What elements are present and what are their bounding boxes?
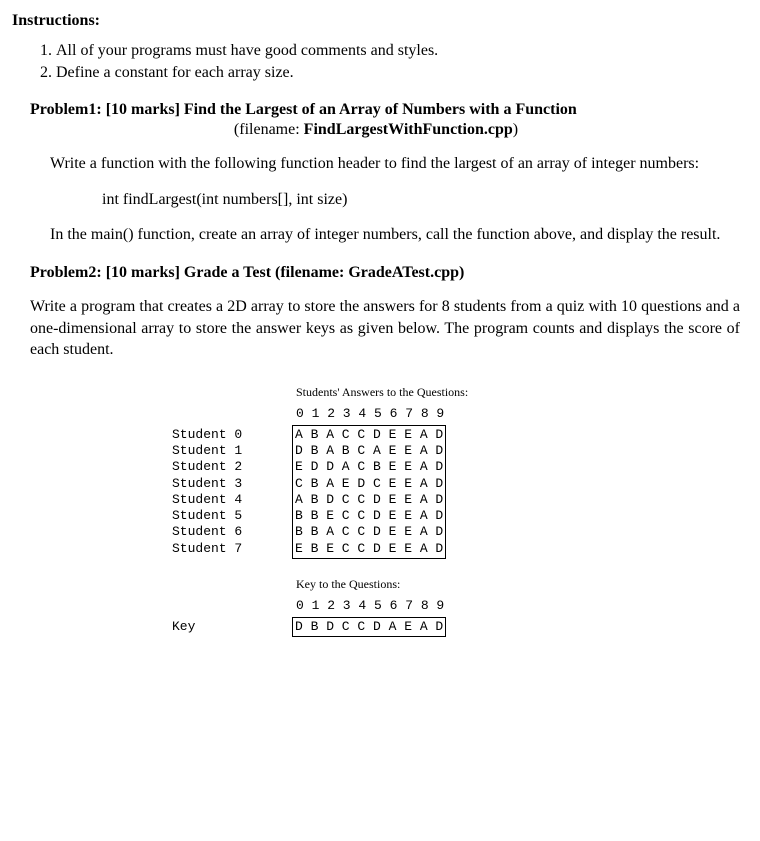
student-label: Student 6	[172, 524, 292, 540]
problem1-subtitle-open: (filename:	[234, 121, 304, 138]
student-answers: C B A E D C E E A D	[295, 476, 443, 492]
problem1-title: Problem1: [10 marks] Find the Largest of…	[30, 101, 740, 119]
instruction-item: Define a constant for each array size.	[56, 62, 740, 84]
problem1-subtitle: (filename: FindLargestWithFunction.cpp)	[12, 121, 740, 139]
problem1-para1: Write a function with the following func…	[50, 153, 740, 175]
key-section: Key to the Questions: 0 1 2 3 4 5 6 7 8 …	[172, 577, 740, 637]
problem1-block: Problem1: [10 marks] Find the Largest of…	[12, 101, 740, 246]
student-label: Student 0	[172, 427, 292, 443]
problem2-title-close: )	[459, 264, 464, 281]
instruction-item: All of your programs must have good comm…	[56, 40, 740, 62]
problem2-para: Write a program that creates a 2D array …	[30, 296, 740, 361]
student-answers: B B A C C D E E A D	[295, 524, 443, 540]
key-row: Key D B D C C D A E A D	[172, 617, 740, 637]
student-label: Student 4	[172, 492, 292, 508]
answers-box: A B A C C D E E A D D B A B C A E E A D …	[292, 425, 446, 559]
key-box: D B D C C D A E A D	[292, 617, 446, 637]
key-answers: D B D C C D A E A D	[295, 619, 443, 635]
student-label: Student 3	[172, 476, 292, 492]
problem2-title: Problem2: [10 marks] Grade a Test (filen…	[30, 264, 740, 282]
student-label: Student 5	[172, 508, 292, 524]
answers-grid: Student 0 Student 1 Student 2 Student 3 …	[172, 425, 740, 559]
student-label: Student 1	[172, 443, 292, 459]
problem2-title-open: (filename:	[275, 264, 348, 281]
key-label: Key	[172, 619, 292, 635]
key-caption: Key to the Questions:	[296, 577, 740, 592]
student-label: Student 2	[172, 459, 292, 475]
instructions-list: All of your programs must have good comm…	[12, 40, 740, 83]
student-answers: A B D C C D E E A D	[295, 492, 443, 508]
student-answers: B B E C C D E E A D	[295, 508, 443, 524]
problem1-signature: int findLargest(int numbers[], int size)	[102, 189, 740, 211]
student-label: Student 7	[172, 541, 292, 557]
problem1-filename: FindLargestWithFunction.cpp	[304, 121, 513, 138]
problem1-subtitle-close: )	[513, 121, 518, 138]
student-answers: A B A C C D E E A D	[295, 427, 443, 443]
key-col-header: 0 1 2 3 4 5 6 7 8 9	[296, 598, 740, 613]
problem1-para2: In the main() function, create an array …	[50, 224, 740, 246]
answers-col-header: 0 1 2 3 4 5 6 7 8 9	[296, 406, 740, 421]
problem2-title-bold: Problem2: [10 marks] Grade a Test	[30, 264, 275, 281]
problem2-filename: GradeATest.cpp	[348, 264, 459, 281]
instructions-heading: Instructions:	[12, 12, 740, 30]
student-answers: E D D A C B E E A D	[295, 459, 443, 475]
student-answers: D B A B C A E E A D	[295, 443, 443, 459]
answers-caption: Students' Answers to the Questions:	[296, 385, 740, 400]
student-answers: E B E C C D E E A D	[295, 541, 443, 557]
problem2-block: Problem2: [10 marks] Grade a Test (filen…	[12, 264, 740, 637]
answers-labels: Student 0 Student 1 Student 2 Student 3 …	[172, 427, 292, 557]
tables-wrap: Students' Answers to the Questions: 0 1 …	[172, 385, 740, 637]
